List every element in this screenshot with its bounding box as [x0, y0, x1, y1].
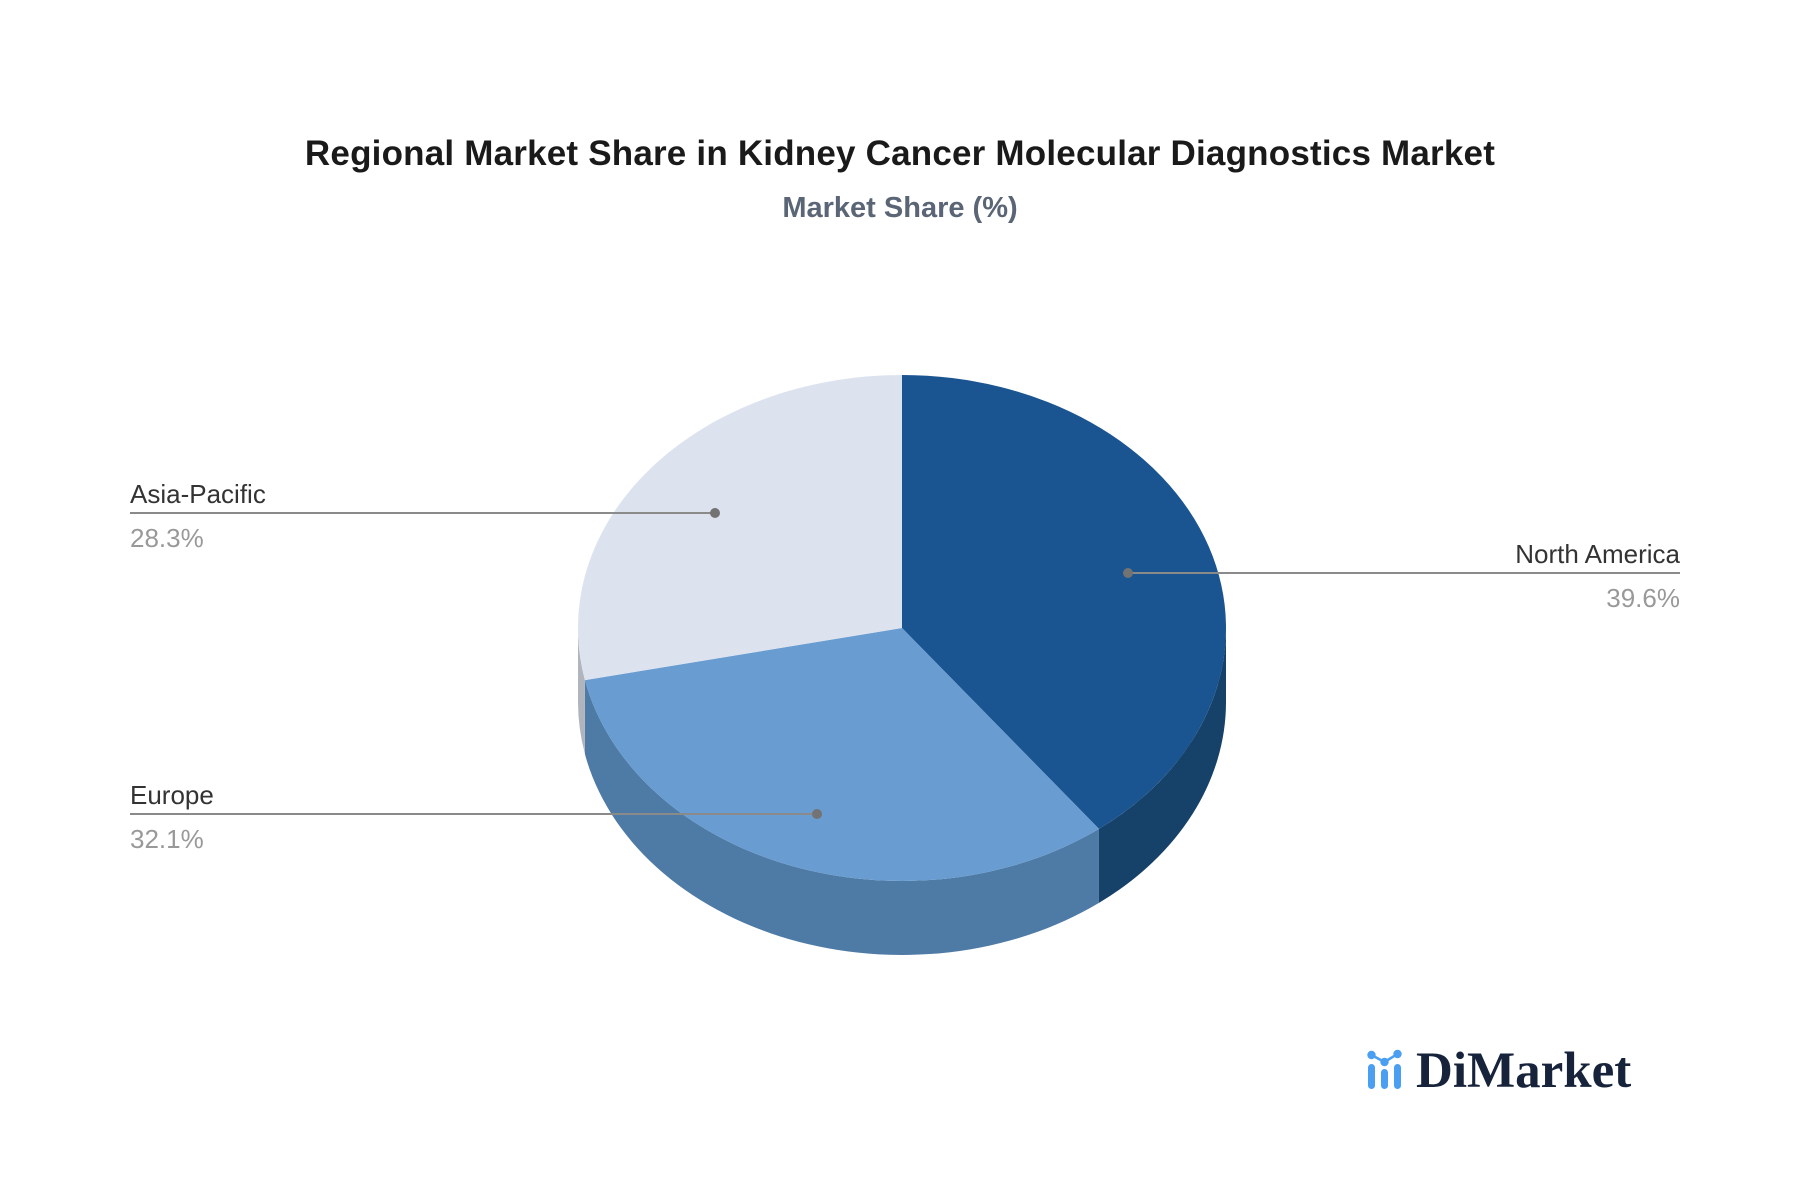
chart-title: Regional Market Share in Kidney Cancer M… — [304, 134, 1496, 173]
pie-slice-side-north-america — [1098, 628, 1226, 903]
leader-dot-europe — [812, 809, 822, 819]
chart-subtitle: Market Share (%) — [782, 192, 1018, 224]
dimarket-logo: DiMarket — [1367, 1043, 1631, 1099]
leader-dot-asia-pacific — [710, 508, 720, 518]
slice-label-asia-pacific: Asia-Pacific 28.3% — [130, 479, 266, 553]
pie-slice-europe[interactable] — [584, 628, 1099, 882]
slice-name: North America — [1515, 539, 1680, 569]
slice-value: 32.1% — [130, 824, 204, 854]
slice-value: 39.6% — [1606, 583, 1680, 613]
slice-name: Asia-Pacific — [130, 479, 266, 509]
slice-label-europe: Europe 32.1% — [130, 780, 214, 854]
slice-label-north-america: North America 39.6% — [1515, 539, 1680, 613]
logo-text: DiMarket — [1416, 1043, 1631, 1099]
logo-trend-line — [1370, 1052, 1399, 1064]
pie-slice-side-asia-pacific — [578, 628, 585, 755]
slice-name: Europe — [130, 780, 214, 810]
pie-slice-asia-pacific[interactable] — [578, 375, 902, 681]
pie-slice-side-europe — [584, 680, 1099, 956]
leader-dot-north-america — [1123, 568, 1133, 578]
pie-slice-north-america[interactable] — [902, 375, 1227, 829]
slice-value: 28.3% — [130, 523, 204, 553]
